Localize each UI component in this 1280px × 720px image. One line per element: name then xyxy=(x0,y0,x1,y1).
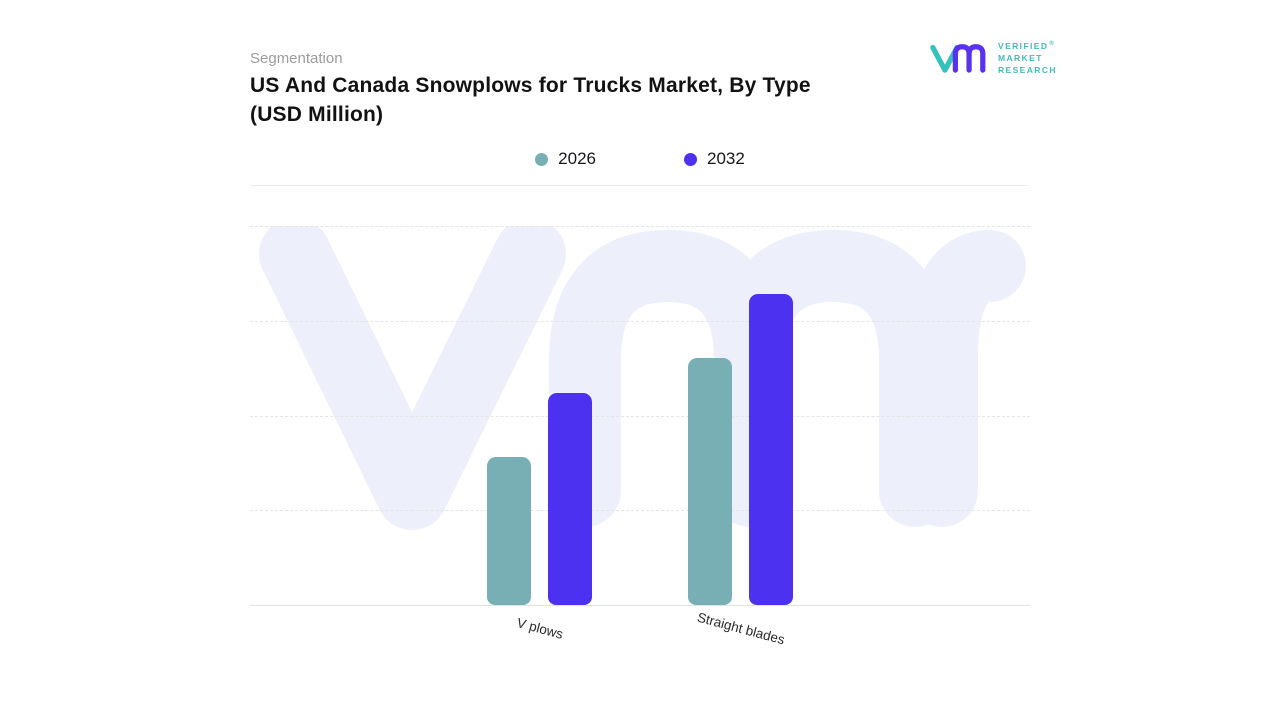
legend-swatch-icon xyxy=(535,152,549,166)
legend: 2026 2032 xyxy=(250,149,1030,169)
legend-item-2032: 2032 xyxy=(684,149,745,169)
bar-group-straight-blades: Straight blades xyxy=(688,294,793,647)
gridline xyxy=(250,415,1030,417)
gridline xyxy=(250,510,1030,512)
registered-mark: ® xyxy=(1049,40,1056,47)
bar-2032-v-plows xyxy=(548,393,592,605)
plot-area: V plows Straight blades xyxy=(250,226,1030,647)
legend-item-2026: 2026 xyxy=(535,149,596,169)
bar-2026-straight-blades xyxy=(688,358,732,605)
logo-line-verified: VERIFIED® xyxy=(998,40,1056,51)
bar-2032-straight-blades xyxy=(749,294,793,605)
vmr-logo-mark-icon xyxy=(930,44,986,73)
legend-label: 2032 xyxy=(707,149,745,168)
legend-label: 2026 xyxy=(558,149,596,168)
chart-title: US And Canada Snowplows for Trucks Marke… xyxy=(250,74,811,126)
vmr-logo: VERIFIED® MARKET RESEARCH xyxy=(928,40,1057,76)
segmentation-label: Segmentation xyxy=(250,50,343,67)
logo-line-market: MARKET xyxy=(998,52,1043,63)
category-label: Straight blades xyxy=(695,609,786,648)
legend-swatch-icon xyxy=(684,152,697,166)
vmr-logo-text: VERIFIED® MARKET RESEARCH xyxy=(998,41,1057,76)
bar-2026-v-plows xyxy=(487,457,531,605)
logo-line-research: RESEARCH xyxy=(998,65,1057,76)
legend-divider xyxy=(250,185,1028,186)
bar-group-v-plows: V plows xyxy=(487,393,592,642)
bar-groups: V plows Straight blades xyxy=(250,294,1030,647)
gridline xyxy=(250,226,1030,227)
gridline xyxy=(250,320,1030,322)
category-label: V plows xyxy=(514,615,565,642)
